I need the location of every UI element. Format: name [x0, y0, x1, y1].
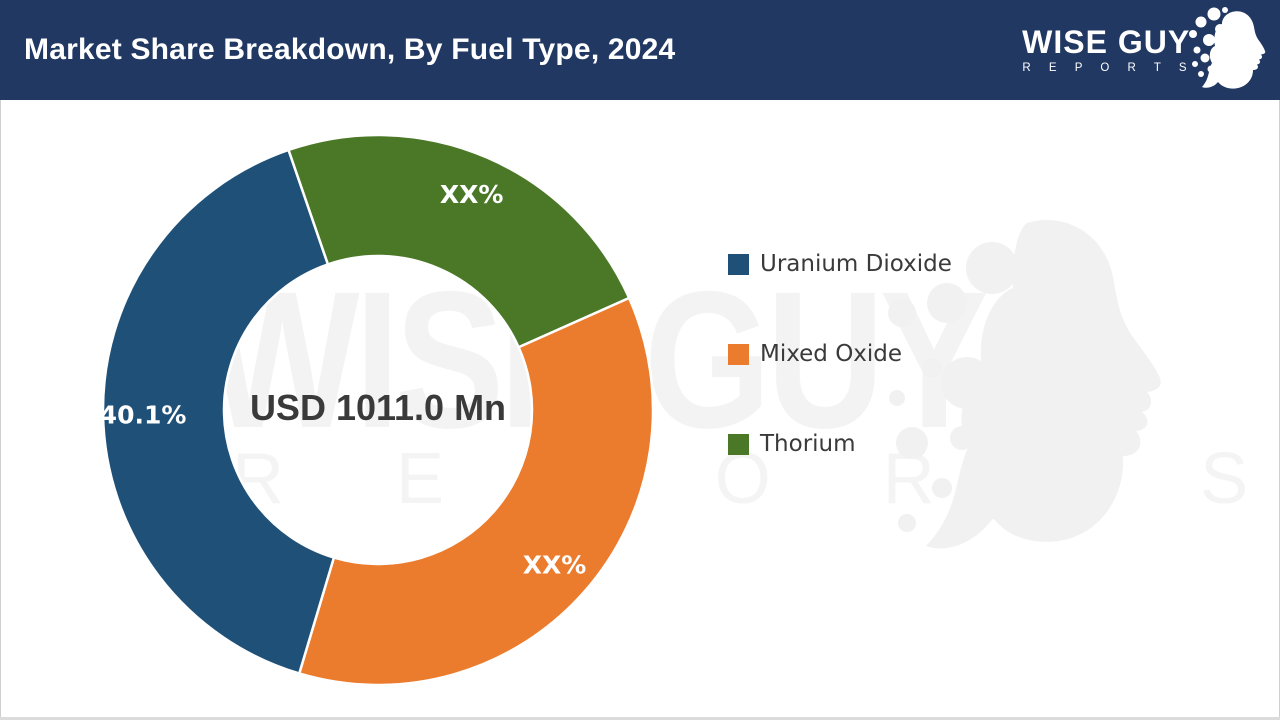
legend-item-thorium: Thorium — [728, 430, 952, 458]
donut-chart: XX% XX% 40.1% — [100, 133, 655, 687]
brand-name: WISE GUY — [1022, 24, 1191, 60]
page-title: Market Share Breakdown, By Fuel Type, 20… — [24, 33, 676, 66]
slice-value-label: XX% — [440, 180, 504, 209]
brand-subtitle: R E P O R T S — [1022, 62, 1194, 74]
legend-label: Thorium — [760, 431, 856, 457]
donut-center-value: USD 1011.0 Mn — [249, 387, 507, 428]
legend-swatch-icon — [728, 433, 749, 455]
chart-legend: Uranium Dioxide Mixed Oxide Thorium — [728, 250, 952, 520]
legend-label: Mixed Oxide — [760, 341, 903, 367]
slice-value-label: XX% — [523, 551, 587, 580]
donut-slice-uranium-dioxide — [101, 148, 336, 676]
donut-slice-mixed-oxide — [297, 296, 655, 687]
footer-divider — [0, 717, 1280, 720]
watermark-face-logo — [888, 220, 1161, 549]
header-bar: Market Share Breakdown, By Fuel Type, 20… — [0, 0, 1280, 100]
legend-item-mixed-oxide: Mixed Oxide — [728, 340, 952, 368]
brand-logo-text: WISE GUY R E P O R T S — [1018, 26, 1194, 74]
brand-face-icon — [1189, 7, 1266, 89]
legend-swatch-icon — [728, 343, 749, 365]
brand-logo: WISE GUY R E P O R T S — [1018, 0, 1266, 100]
legend-swatch-icon — [728, 253, 749, 275]
legend-item-uranium-dioxide: Uranium Dioxide — [728, 250, 952, 278]
legend-label: Uranium Dioxide — [760, 251, 952, 277]
slice-value-label: 40.1% — [100, 400, 187, 429]
donut-slice-thorium — [286, 133, 631, 349]
